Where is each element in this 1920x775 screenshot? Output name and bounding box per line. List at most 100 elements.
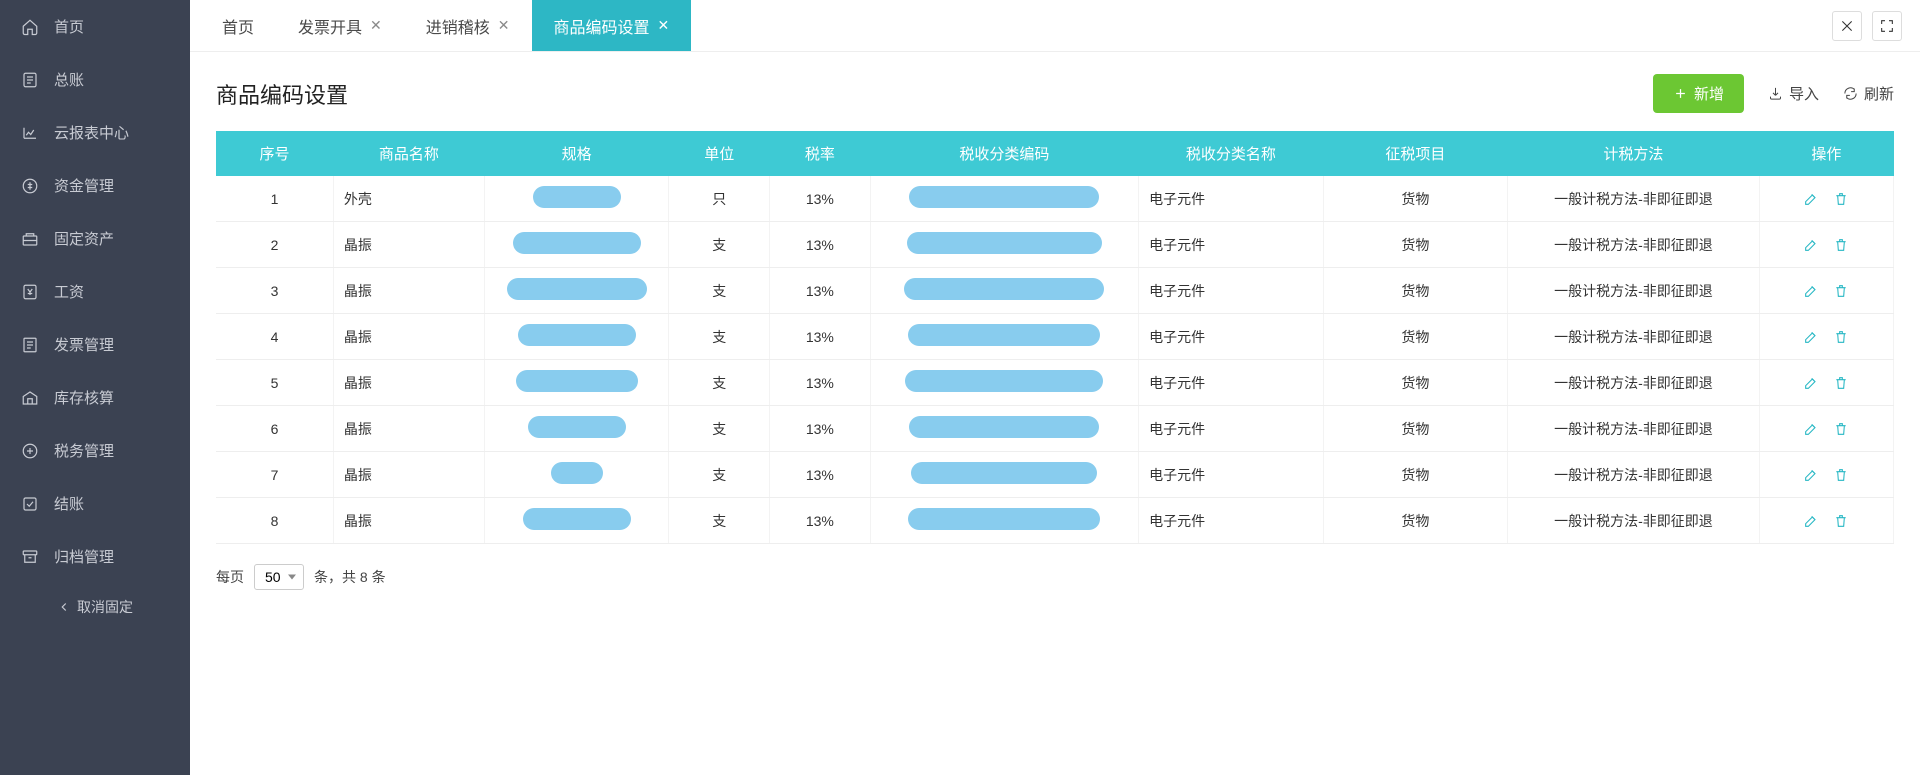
edit-icon[interactable] [1803, 421, 1819, 437]
tab-close-icon[interactable]: ✕ [658, 17, 670, 34]
delete-icon[interactable] [1833, 329, 1849, 345]
column-header: 税收分类编码 [870, 131, 1138, 176]
cell-unit: 支 [669, 222, 770, 268]
tab-3[interactable]: 商品编码设置 ✕ [532, 0, 692, 51]
main-area: 首页发票开具✕进销稽核✕商品编码设置✕ 商品编码设置 新增 导入 刷 [190, 0, 1920, 775]
cell-tax-item: 货物 [1323, 498, 1508, 544]
sidebar-item-stock[interactable]: 库存核算 [0, 371, 190, 424]
sidebar-unpin-label: 取消固定 [77, 597, 133, 617]
cell-ops [1759, 268, 1893, 314]
import-button-label: 导入 [1789, 83, 1819, 104]
cell-unit: 支 [669, 498, 770, 544]
delete-icon[interactable] [1833, 191, 1849, 207]
edit-icon[interactable] [1803, 467, 1819, 483]
sidebar-item-label: 首页 [54, 16, 84, 37]
report-icon [20, 123, 40, 143]
redacted-icon [551, 462, 603, 484]
cell-tax-item: 货物 [1323, 222, 1508, 268]
table-row: 7晶振支13%电子元件货物一般计税方法-非即征即退 [216, 452, 1894, 498]
tab-0[interactable]: 首页 [200, 0, 276, 51]
delete-icon[interactable] [1833, 283, 1849, 299]
table-row: 4晶振支13%电子元件货物一般计税方法-非即征即退 [216, 314, 1894, 360]
cell-code [870, 314, 1138, 360]
tab-close-icon[interactable]: ✕ [370, 17, 382, 34]
delete-icon[interactable] [1833, 513, 1849, 529]
cell-category: 电子元件 [1139, 314, 1324, 360]
page-header: 商品编码设置 新增 导入 刷新 [190, 52, 1920, 131]
fullscreen-icon [1879, 18, 1895, 34]
cell-unit: 支 [669, 268, 770, 314]
import-button[interactable]: 导入 [1768, 83, 1819, 104]
redacted-icon [518, 324, 636, 346]
sidebar-item-label: 总账 [54, 69, 84, 90]
cell-category: 电子元件 [1139, 498, 1324, 544]
column-header: 规格 [484, 131, 669, 176]
delete-icon[interactable] [1833, 421, 1849, 437]
sidebar-item-asset[interactable]: 固定资产 [0, 212, 190, 265]
edit-icon[interactable] [1803, 237, 1819, 253]
sidebar-item-ledger[interactable]: 总账 [0, 53, 190, 106]
delete-icon[interactable] [1833, 375, 1849, 391]
tabstrip-close-button[interactable] [1832, 11, 1862, 41]
tab-label: 商品编码设置 [554, 14, 650, 38]
cell-unit: 只 [669, 176, 770, 222]
cell-method: 一般计税方法-非即征即退 [1508, 406, 1760, 452]
sidebar-unpin-button[interactable]: 取消固定 [0, 583, 190, 631]
edit-icon[interactable] [1803, 283, 1819, 299]
page-size-select[interactable]: 50 [254, 564, 304, 590]
sidebar-item-report[interactable]: 云报表中心 [0, 106, 190, 159]
edit-icon[interactable] [1803, 191, 1819, 207]
cell-category: 电子元件 [1139, 176, 1324, 222]
column-header: 税收分类名称 [1139, 131, 1324, 176]
cell-category: 电子元件 [1139, 452, 1324, 498]
redacted-icon [908, 324, 1100, 346]
ledger-icon [20, 70, 40, 90]
cell-rate: 13% [770, 222, 871, 268]
delete-icon[interactable] [1833, 237, 1849, 253]
refresh-button[interactable]: 刷新 [1843, 83, 1894, 104]
tab-1[interactable]: 发票开具✕ [276, 0, 404, 51]
cell-unit: 支 [669, 314, 770, 360]
add-button[interactable]: 新增 [1653, 74, 1744, 113]
sidebar-item-home[interactable]: 首页 [0, 0, 190, 53]
sidebar-item-tax[interactable]: 税务管理 [0, 424, 190, 477]
redacted-icon [516, 370, 638, 392]
cell-tax-item: 货物 [1323, 406, 1508, 452]
cell-name: 晶振 [333, 222, 484, 268]
cell-tax-item: 货物 [1323, 452, 1508, 498]
sidebar-item-salary[interactable]: 工资 [0, 265, 190, 318]
sidebar-item-fund[interactable]: 资金管理 [0, 159, 190, 212]
cell-spec [484, 268, 669, 314]
invoice-icon [20, 335, 40, 355]
cell-spec [484, 176, 669, 222]
sidebar-item-archive[interactable]: 归档管理 [0, 530, 190, 583]
cell-category: 电子元件 [1139, 268, 1324, 314]
cell-method: 一般计税方法-非即征即退 [1508, 268, 1760, 314]
tab-2[interactable]: 进销稽核 ✕ [404, 0, 532, 51]
cell-rate: 13% [770, 406, 871, 452]
redacted-icon [909, 186, 1099, 208]
fund-icon [20, 176, 40, 196]
cell-rate: 13% [770, 268, 871, 314]
edit-icon[interactable] [1803, 375, 1819, 391]
sidebar-item-label: 云报表中心 [54, 122, 129, 143]
sidebar-item-invoice[interactable]: 发票管理 [0, 318, 190, 371]
redacted-icon [533, 186, 621, 208]
edit-icon[interactable] [1803, 329, 1819, 345]
cell-name: 晶振 [333, 452, 484, 498]
cell-name: 外壳 [333, 176, 484, 222]
tabstrip-fullscreen-button[interactable] [1872, 11, 1902, 41]
archive-icon [20, 547, 40, 567]
stock-icon [20, 388, 40, 408]
redacted-icon [907, 232, 1102, 254]
sidebar-item-close-acct[interactable]: 结账 [0, 477, 190, 530]
tab-label: 进销稽核 [426, 14, 490, 38]
tab-close-icon[interactable]: ✕ [498, 17, 510, 34]
delete-icon[interactable] [1833, 467, 1849, 483]
sidebar-item-label: 结账 [54, 493, 84, 514]
table-wrap: 序号商品名称规格单位税率税收分类编码税收分类名称征税项目计税方法操作 1外壳只1… [190, 131, 1920, 544]
edit-icon[interactable] [1803, 513, 1819, 529]
asset-icon [20, 229, 40, 249]
cell-unit: 支 [669, 452, 770, 498]
sidebar-item-label: 归档管理 [54, 546, 114, 567]
